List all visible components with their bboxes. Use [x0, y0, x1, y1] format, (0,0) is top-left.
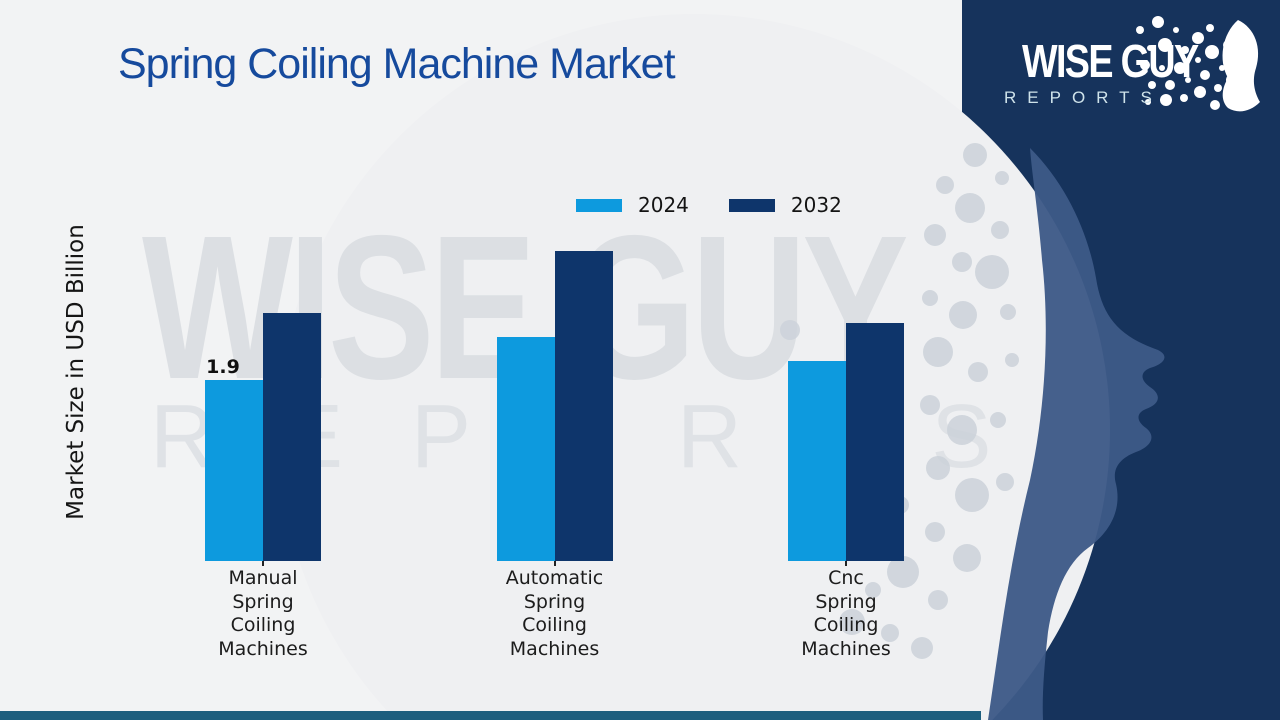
page-title: Spring Coiling Machine Market [118, 40, 676, 88]
x-axis-tick [262, 561, 264, 566]
category-label-automatic: Automatic Spring Coiling Machines [505, 567, 604, 660]
x-axis-tick [845, 561, 847, 566]
category-label-cnc: Cnc Spring Coiling Machines [801, 567, 891, 660]
y-axis-label: Market Size in USD Billion [63, 224, 89, 520]
bar-value-label: 1.9 [206, 355, 240, 378]
bar-automatic-2024 [496, 337, 555, 561]
category-label-manual: Manual Spring Coiling Machines [218, 567, 308, 660]
chart-legend: 2024 2032 [576, 193, 842, 217]
x-axis-tick [553, 561, 556, 566]
logo-wordmark: WISE GUY [1022, 35, 1199, 87]
legend-label-2032: 2032 [790, 193, 842, 217]
bar-cnc-2024 [788, 360, 846, 561]
bar-manual-2024 [205, 379, 263, 561]
bottom-accent-strip [0, 711, 981, 720]
legend-item-2024: 2024 [576, 193, 689, 217]
legend-swatch-2024 [576, 198, 622, 212]
bar-automatic-2032 [554, 251, 613, 561]
bar-manual-2032 [263, 313, 321, 561]
legend-swatch-2032 [728, 198, 775, 212]
legend-item-2032: 2032 [728, 193, 842, 217]
logo-reports-label: REPORTS [1004, 88, 1163, 107]
bar-cnc-2032 [846, 322, 904, 561]
legend-label-2024: 2024 [638, 193, 689, 217]
